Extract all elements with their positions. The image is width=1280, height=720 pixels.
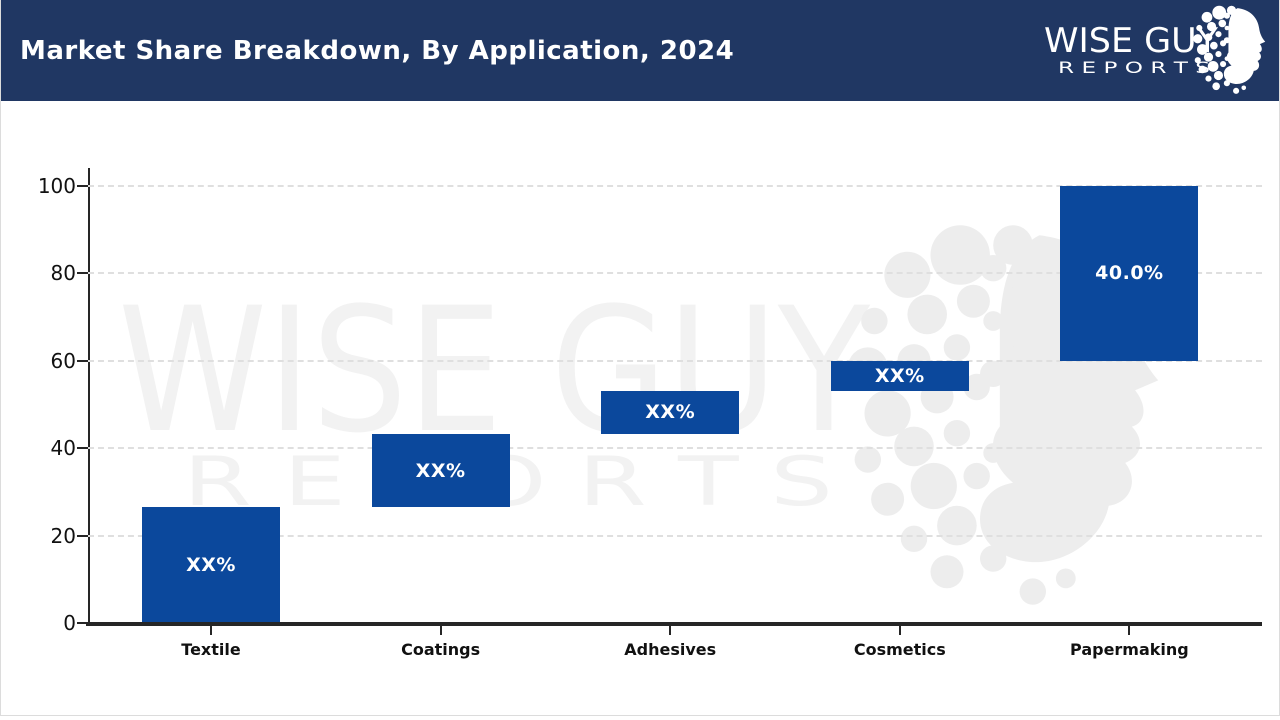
bar-cosmetics: XX%	[830, 360, 969, 391]
gridline-100	[88, 185, 1262, 187]
bar-coatings: XX%	[371, 434, 510, 508]
gridline-40	[88, 447, 1262, 450]
x-axis-category-label-papermaking: Papermaking	[1070, 640, 1189, 659]
y-axis-line	[88, 168, 90, 626]
y-axis-tick-80	[77, 272, 88, 275]
y-axis-tick-100	[77, 185, 88, 187]
y-axis-tick-label-0: 0	[63, 611, 76, 635]
bar-value-label-cosmetics: XX%	[874, 364, 925, 387]
logo-wordmark: WISE GUY	[1044, 21, 1218, 61]
wiseguy-logo: WISE GUY R E P O R T S	[1044, 5, 1266, 94]
y-axis-tick-label-60: 60	[50, 348, 76, 373]
x-axis-category-label-cosmetics: Cosmetics	[853, 640, 946, 659]
bar-papermaking: 40.0%	[1060, 186, 1199, 361]
gridline-60	[88, 359, 1262, 362]
x-axis-line	[86, 622, 1262, 626]
y-axis-tick-label-80: 80	[50, 261, 76, 286]
bar-value-label-coatings: XX%	[415, 459, 466, 482]
y-axis-tick-60	[77, 359, 88, 362]
y-axis-tick-0	[77, 622, 88, 624]
y-axis-tick-label-40: 40	[50, 436, 76, 461]
logo-reports-text: R E P O R T S	[1058, 58, 1210, 77]
x-axis-tick-papermaking	[1128, 626, 1131, 635]
logo-head-icon	[1193, 5, 1266, 94]
x-axis-tick-cosmetics	[898, 626, 901, 635]
y-axis-tick-label-20: 20	[50, 523, 76, 548]
header-bar: Market Share Breakdown, By Application, …	[0, 0, 1280, 101]
x-axis-tick-coatings	[439, 626, 442, 635]
x-axis-tick-textile	[210, 626, 212, 635]
y-axis-tick-label-100: 100	[37, 174, 76, 198]
x-axis-category-label-adhesives: Adhesives	[624, 640, 717, 659]
gridline-20	[88, 534, 1262, 537]
bar-textile: XX%	[142, 507, 280, 623]
bar-adhesives: XX%	[601, 390, 740, 435]
x-axis-tick-adhesives	[669, 626, 672, 635]
y-axis-tick-40	[77, 447, 88, 450]
bar-value-label-textile: XX%	[186, 554, 236, 577]
gridline-80	[88, 272, 1262, 275]
bar-value-label-papermaking: 40.0%	[1095, 262, 1164, 285]
y-axis-tick-20	[77, 534, 88, 537]
x-axis-category-label-coatings: Coatings	[401, 640, 481, 659]
page-title: Market Share Breakdown, By Application, …	[20, 36, 735, 66]
x-axis-category-label-textile: Textile	[181, 640, 241, 659]
bar-value-label-adhesives: XX%	[645, 401, 696, 424]
